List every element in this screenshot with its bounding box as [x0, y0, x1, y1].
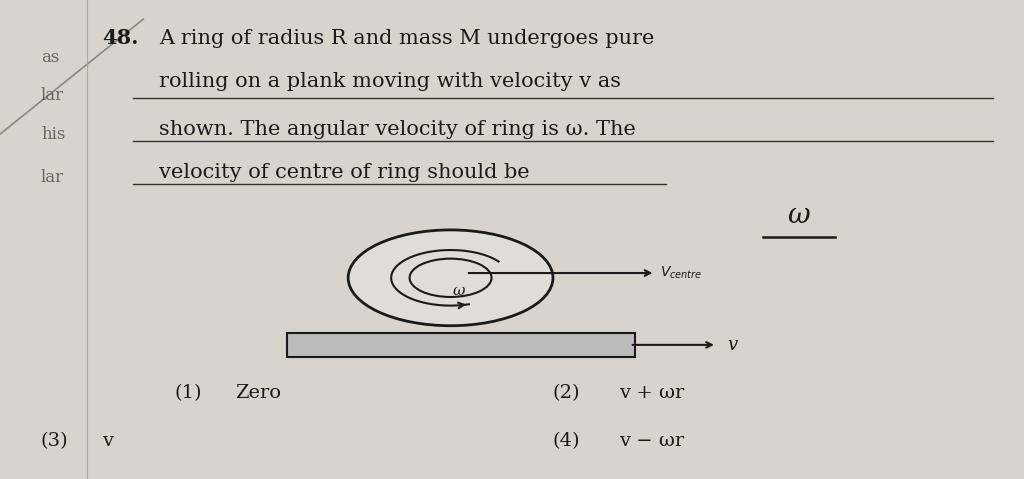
Text: v: v [727, 336, 737, 354]
Text: v − ωr: v − ωr [620, 432, 685, 450]
Text: as: as [41, 49, 59, 66]
Text: A ring of radius R and mass M undergoes pure: A ring of radius R and mass M undergoes … [159, 29, 654, 48]
Text: (3): (3) [41, 432, 69, 450]
Bar [287, 333, 635, 357]
Text: (2): (2) [553, 384, 581, 402]
Text: (1): (1) [174, 384, 202, 402]
Text: Zero: Zero [236, 384, 282, 402]
Text: his: his [41, 125, 66, 143]
Text: lar: lar [41, 169, 65, 186]
Text: shown. The angular velocity of ring is ω. The: shown. The angular velocity of ring is ω… [159, 120, 636, 139]
Text: $V_{centre}$: $V_{centre}$ [660, 265, 702, 281]
Text: (4): (4) [553, 432, 581, 450]
Text: lar: lar [41, 87, 65, 104]
Circle shape [348, 230, 553, 326]
Text: rolling on a plank moving with velocity v as: rolling on a plank moving with velocity … [159, 72, 621, 91]
Text: 48.: 48. [102, 28, 139, 48]
Text: v: v [102, 432, 114, 450]
Text: ω: ω [787, 202, 810, 229]
Text: velocity of centre of ring should be: velocity of centre of ring should be [159, 163, 529, 182]
Text: ω: ω [453, 284, 465, 298]
Text: v + ωr: v + ωr [620, 384, 685, 402]
